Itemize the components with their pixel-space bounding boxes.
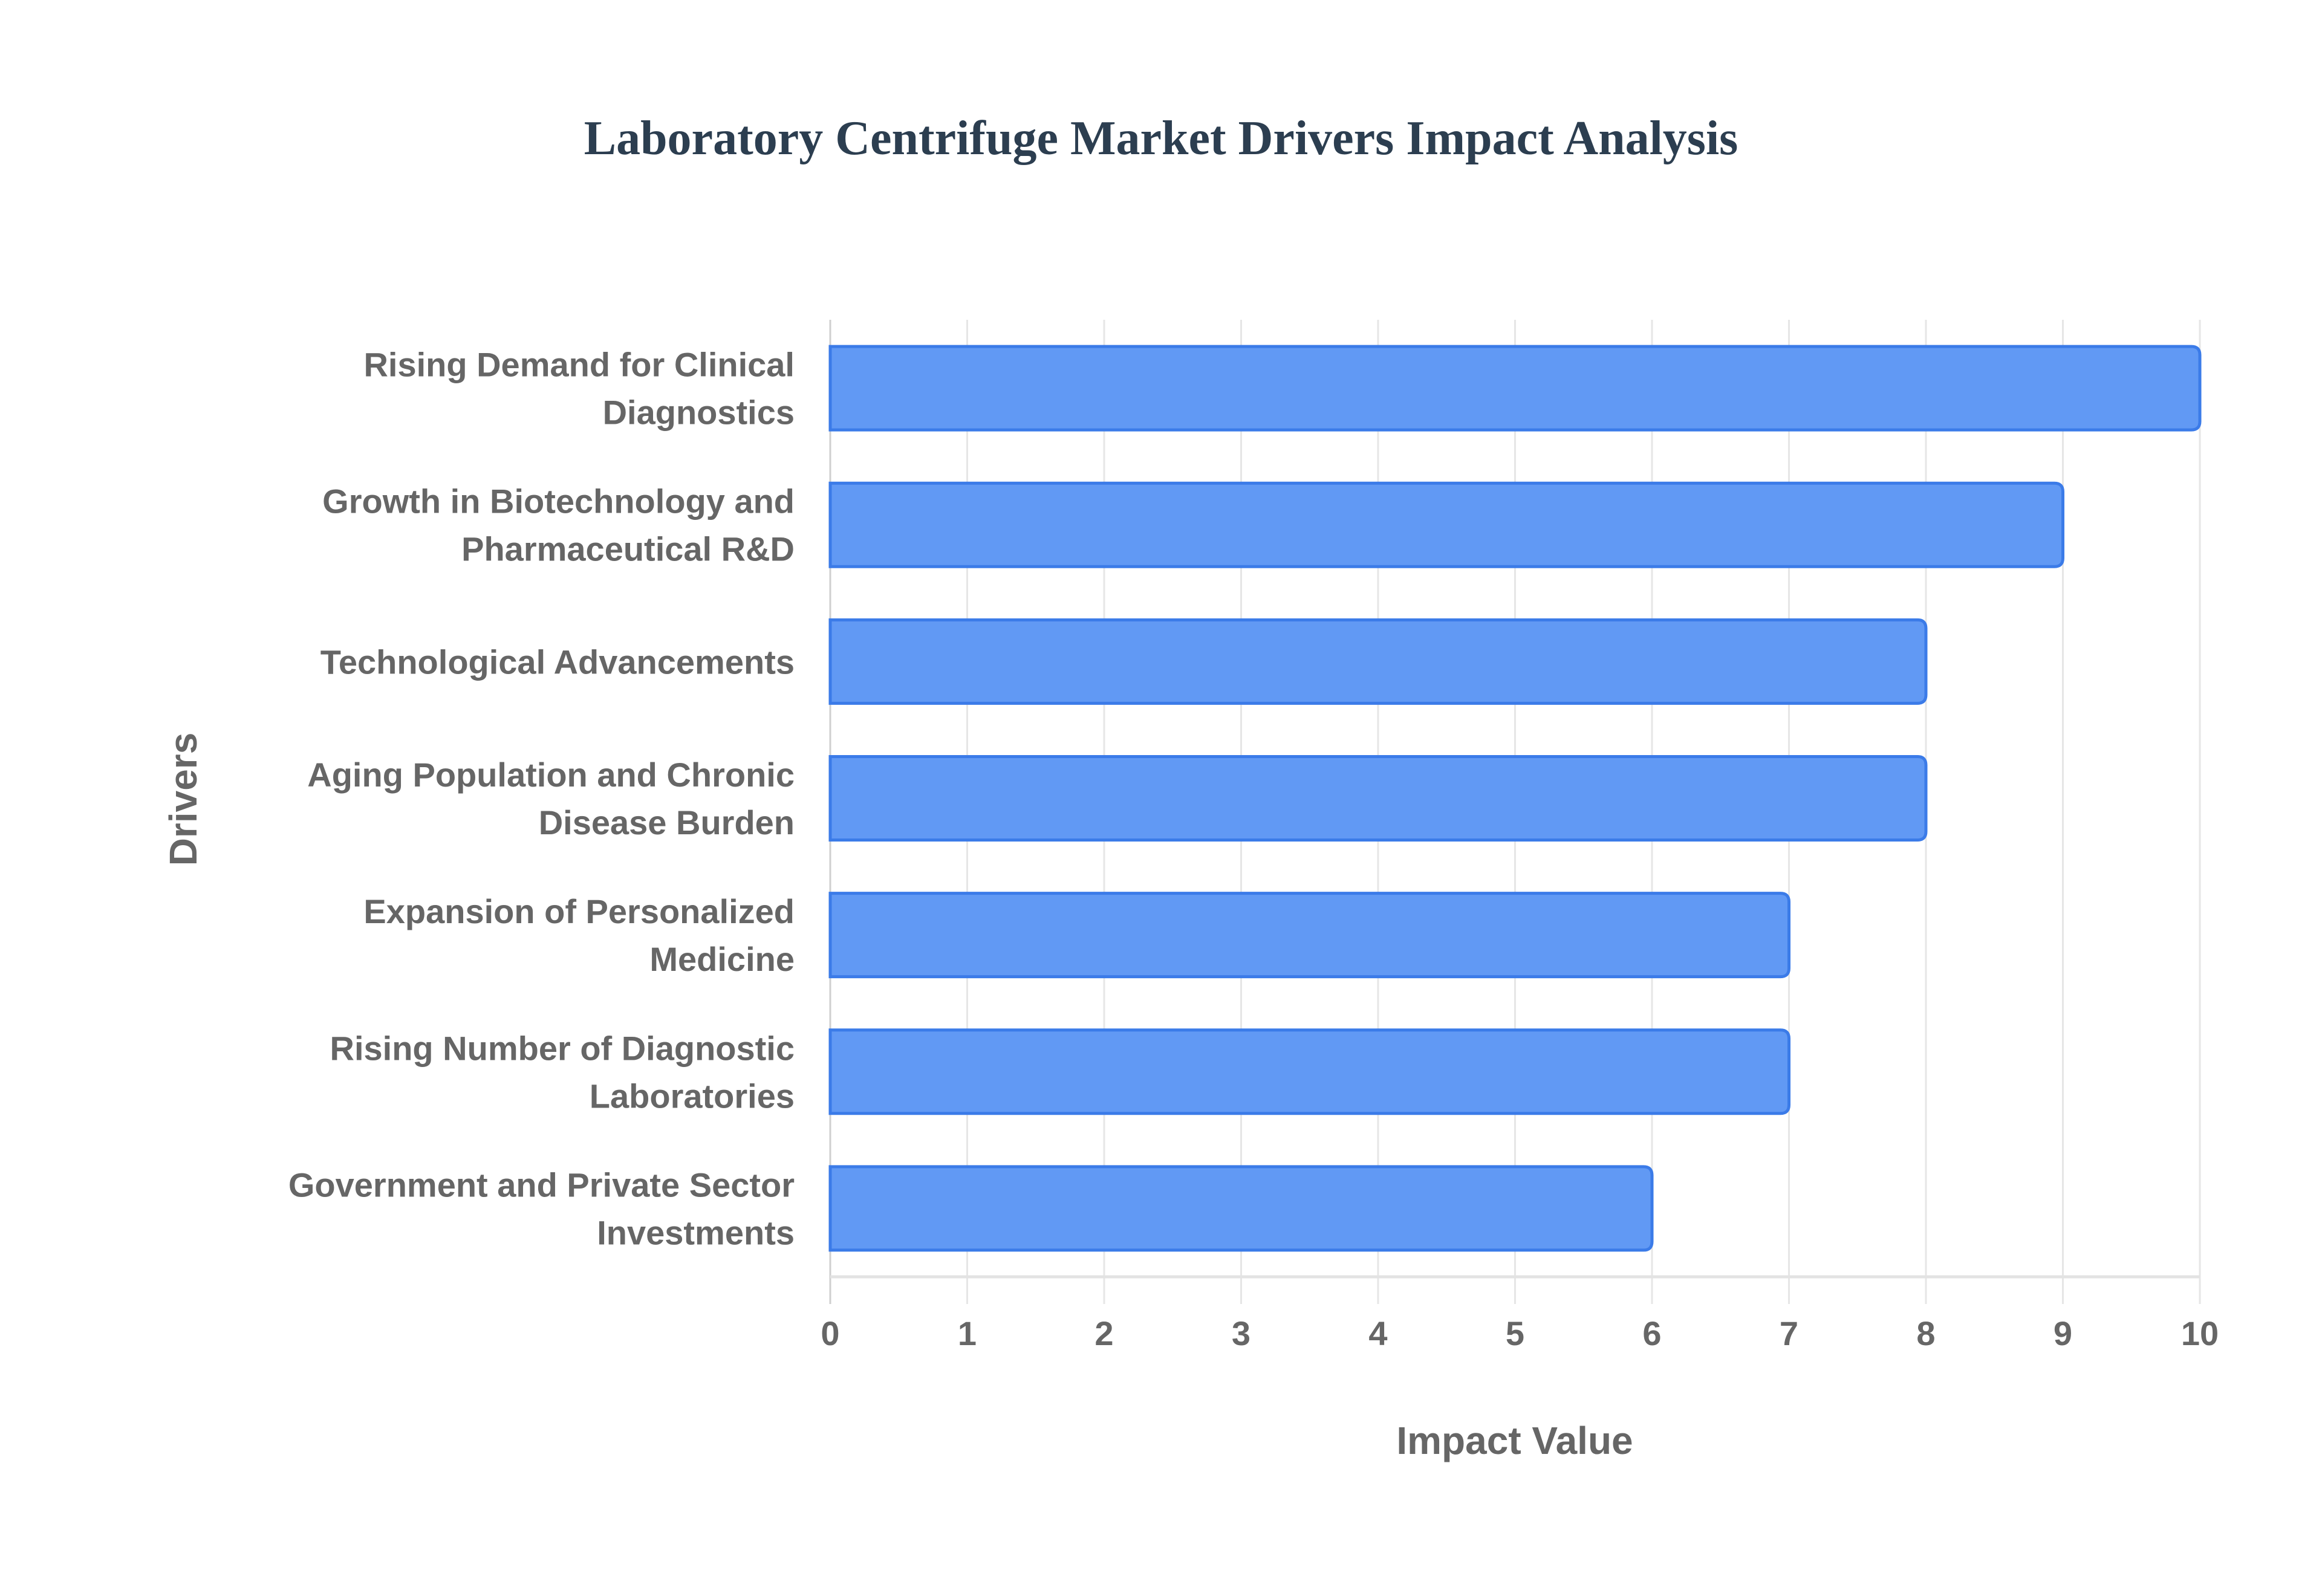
x-tick-label: 5	[1506, 1314, 1524, 1352]
bar	[828, 618, 1928, 705]
x-tick-label: 4	[1368, 1314, 1387, 1352]
x-tick-label: 9	[2054, 1314, 2072, 1352]
bar	[828, 892, 1790, 979]
y-tick-label: Rising Demand for Clinical	[363, 346, 795, 384]
bar	[828, 481, 2064, 568]
bar	[828, 755, 1928, 842]
y-tick-label: Government and Private Sector	[288, 1166, 795, 1204]
y-tick-label: Disease Burden	[539, 803, 795, 842]
x-tick-label: 2	[1094, 1314, 1113, 1352]
y-tick-labels: Rising Demand for Clinical Diagnostics Gro…	[288, 346, 795, 1252]
x-tick-label: 3	[1232, 1314, 1250, 1352]
y-tick-label: Rising Number of Diagnostic	[330, 1029, 795, 1067]
y-tick-label: Technological Advancements	[320, 643, 795, 681]
bars	[828, 345, 2202, 1252]
y-tick-label: Aging Population and Chronic	[307, 756, 795, 794]
y-tick-label: Laboratories	[590, 1077, 795, 1115]
chart-title: Laboratory Centrifuge Market Drivers Imp…	[584, 112, 1738, 165]
x-tick-label: 1	[958, 1314, 977, 1352]
x-tick-label: 10	[2181, 1314, 2219, 1352]
y-tick-label: Medicine	[649, 940, 795, 978]
y-tick-label: Expansion of Personalized	[363, 892, 795, 930]
y-tick-label: Pharmaceutical R&D	[461, 530, 795, 568]
bar	[828, 1028, 1790, 1115]
x-tick-labels: 0 1 2 3 4 5 6 7 8 9 10	[821, 1314, 2219, 1352]
bar	[828, 345, 2202, 432]
y-tick-label: Growth in Biotechnology and	[322, 482, 795, 521]
x-tick-label: 7	[1780, 1314, 1798, 1352]
x-axis-title: Impact Value	[1396, 1419, 1633, 1462]
y-tick-label: Investments	[597, 1213, 795, 1251]
x-tick-label: 8	[1916, 1314, 1935, 1352]
y-tick-label: Diagnostics	[603, 394, 795, 432]
x-tick-label: 6	[1642, 1314, 1661, 1352]
bar	[828, 1165, 1654, 1252]
x-tick-label: 0	[821, 1314, 839, 1352]
y-axis-title: Drivers	[161, 733, 205, 866]
